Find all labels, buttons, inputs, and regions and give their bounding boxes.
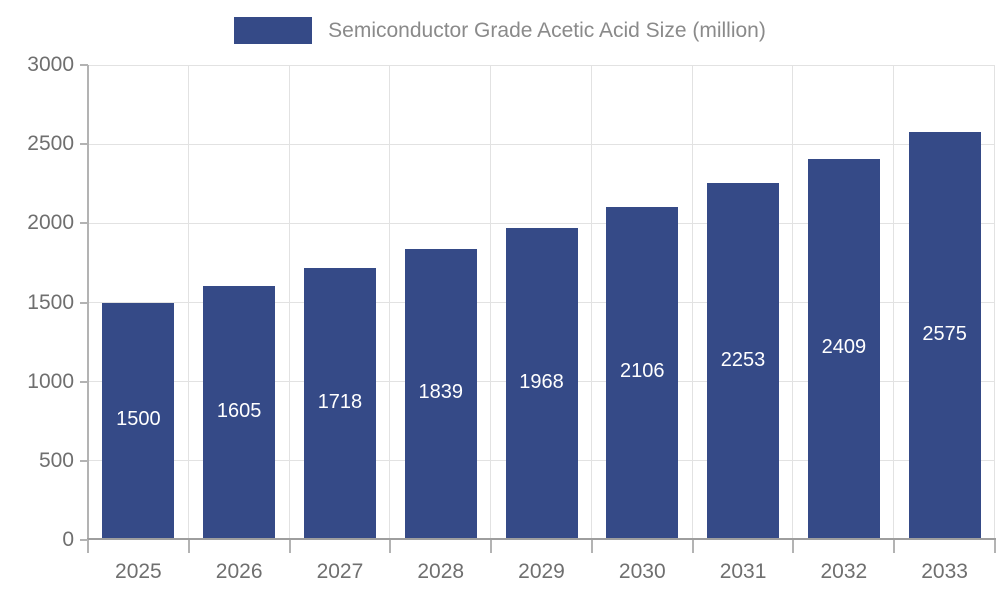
bar[interactable]: 1839: [404, 248, 477, 540]
y-tick-label: 1500: [27, 290, 74, 314]
bar[interactable]: 2253: [707, 183, 780, 540]
y-tick-mark: [80, 380, 88, 383]
gridline-vertical: [994, 65, 995, 540]
bar-value-label: 2106: [620, 360, 665, 383]
y-tick-mark: [80, 64, 88, 66]
x-tick-label: 2025: [115, 560, 162, 583]
gridline-vertical: [792, 65, 793, 540]
bar[interactable]: 2575: [908, 132, 981, 540]
y-axis-line: [87, 65, 89, 540]
bar-value-label: 1500: [116, 408, 161, 431]
x-tick-mark: [188, 540, 190, 553]
x-tick-label: 2031: [719, 560, 767, 583]
y-tick-mark: [80, 539, 88, 541]
gridline-vertical: [188, 65, 189, 540]
y-tick-label: 2500: [27, 132, 74, 156]
gridline-vertical: [490, 65, 491, 540]
x-tick-mark: [490, 540, 492, 553]
x-tick-mark: [389, 540, 391, 553]
gridline-vertical: [389, 65, 390, 540]
bar-value-label: 2575: [922, 323, 967, 346]
x-tick-mark: [994, 540, 996, 553]
bar-value-label: 2253: [720, 348, 766, 371]
x-tick-mark: [289, 540, 291, 553]
x-tick-label: 2026: [215, 560, 263, 583]
bar[interactable]: 1968: [505, 228, 578, 540]
gridline-horizontal: [88, 64, 995, 66]
y-tick-label: 500: [38, 448, 74, 472]
bar[interactable]: 1605: [203, 285, 276, 540]
x-tick-mark: [87, 540, 89, 553]
bar[interactable]: 1718: [303, 267, 376, 540]
y-tick-mark: [80, 459, 88, 462]
x-tick-mark: [792, 540, 794, 553]
gridline-vertical: [893, 65, 894, 540]
x-tick-label: 2033: [921, 560, 968, 583]
plot-area: 1500 1605 1718 1839 1968 2106 2253 2409 2575: [88, 64, 995, 540]
x-tick-label: 2032: [820, 560, 868, 583]
gridline-horizontal: [88, 143, 995, 145]
legend[interactable]: Semiconductor Grade Acetic Acid Size (mi…: [0, 17, 1000, 44]
bar[interactable]: 1500: [102, 302, 175, 540]
bar-value-label: 1839: [418, 381, 463, 404]
x-tick-mark: [893, 540, 895, 553]
bar-value-label: 1968: [519, 371, 564, 394]
gridline-horizontal: [88, 222, 995, 224]
gridline-vertical: [692, 65, 693, 540]
x-tick-mark: [692, 540, 694, 553]
x-tick-mark: [591, 540, 593, 553]
bar-value-label: 1605: [216, 399, 262, 422]
y-tick-label: 3000: [27, 53, 74, 76]
y-tick-mark: [80, 301, 88, 304]
y-tick-mark: [80, 143, 88, 146]
x-tick-label: 2027: [316, 560, 364, 583]
bar[interactable]: 2106: [606, 206, 679, 540]
bar[interactable]: 2409: [807, 158, 880, 540]
x-tick-label: 2030: [618, 560, 666, 583]
bar-value-label: 2409: [821, 336, 867, 359]
legend-swatch: [234, 17, 313, 44]
x-axis-line: [87, 538, 996, 540]
y-tick-mark: [80, 222, 88, 225]
y-tick-label: 0: [62, 528, 74, 551]
x-tick-label: 2028: [417, 560, 465, 583]
y-tick-label: 2000: [27, 211, 74, 235]
bar-value-label: 1718: [317, 390, 363, 413]
y-tick-label: 1000: [27, 369, 74, 393]
legend-label: Semiconductor Grade Acetic Acid Size (mi…: [328, 18, 766, 42]
gridline-vertical: [289, 65, 290, 540]
gridline-vertical: [591, 65, 592, 540]
x-tick-label: 2029: [518, 560, 565, 583]
